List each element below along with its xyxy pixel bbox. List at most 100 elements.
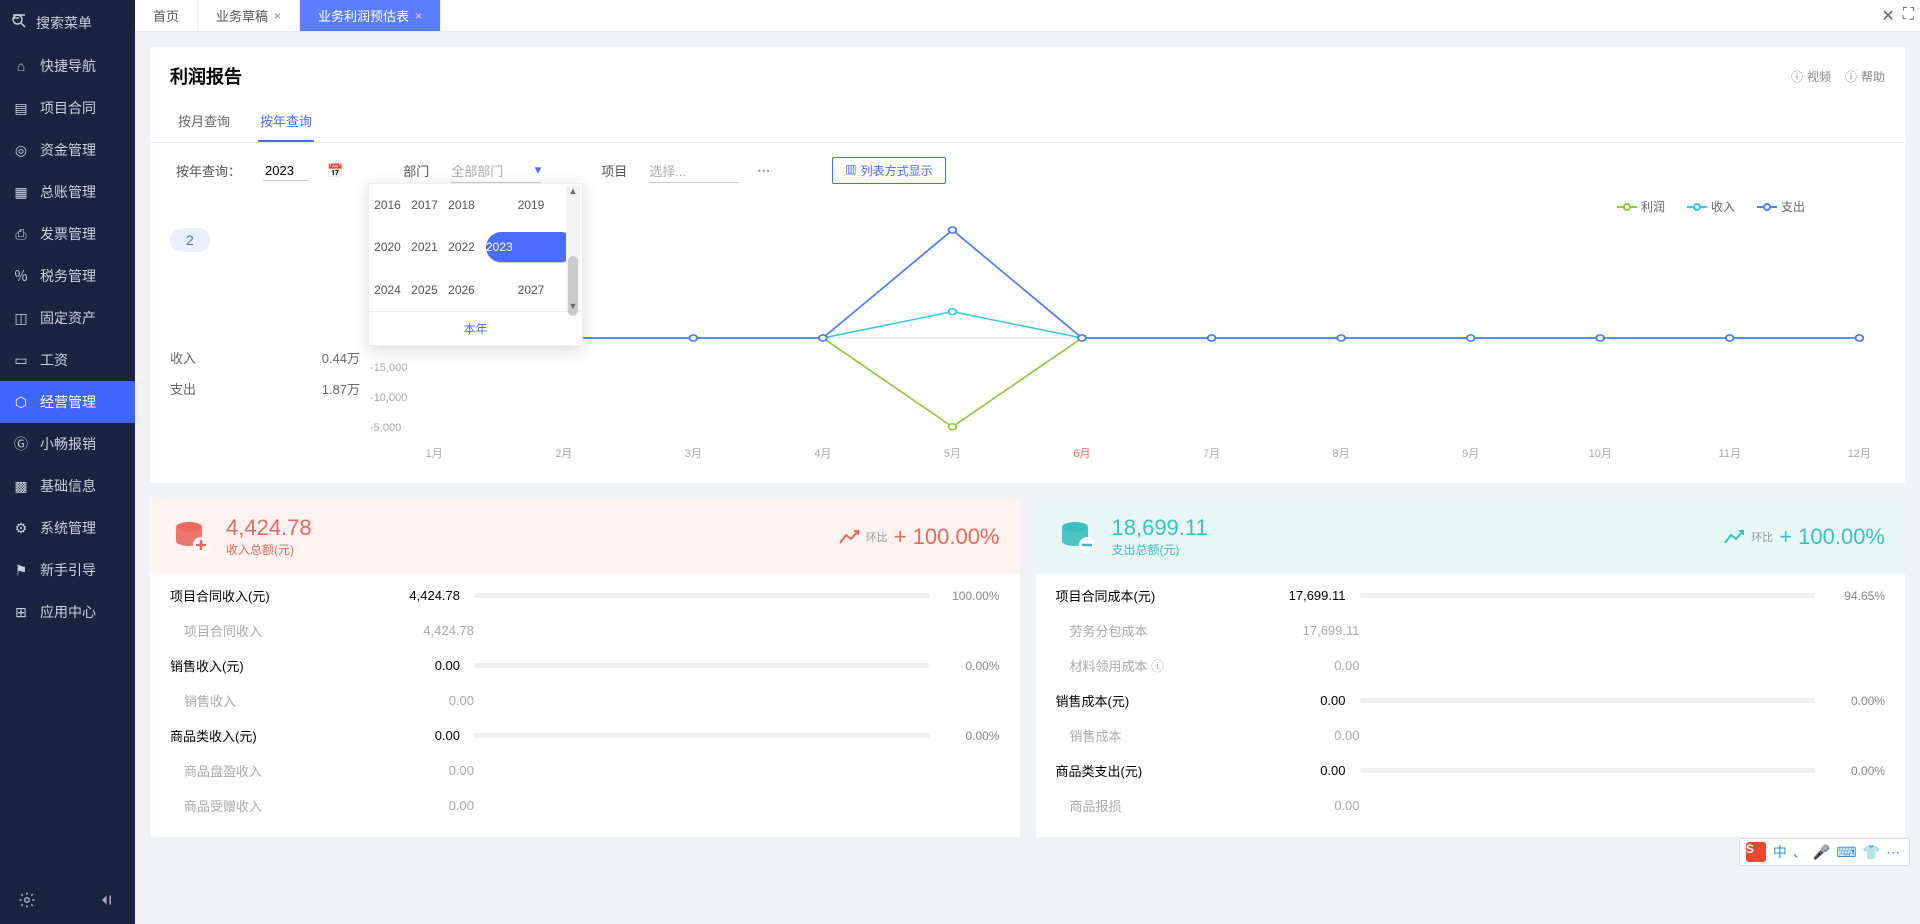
tab-close-icon[interactable]: × [274, 9, 281, 23]
sidebar-item-label: 应用中心 [40, 602, 96, 622]
ime-item[interactable]: 🎤 [1813, 844, 1830, 861]
sidebar-item-6[interactable]: ◫固定资产 [0, 297, 135, 339]
card-row-sub: 商品报损0.00 [1056, 788, 1886, 823]
card-change: + 100.00% [894, 524, 1000, 550]
year-option-2024[interactable]: 2024 [369, 269, 406, 311]
sidebar-item-9[interactable]: Ⓖ小畅报销 [0, 423, 135, 465]
x-axis-label: 12月 [1848, 445, 1871, 461]
search-menu-label: 搜索菜单 [36, 13, 92, 33]
chart-year-pill: 2 [170, 228, 210, 252]
asset-icon: ◫ [12, 309, 30, 327]
summary-card-red: 4,424.78收入总额(元)环比+ 100.00%项目合同收入(元)4,424… [150, 499, 1020, 837]
page-title: 利润报告 [170, 63, 1777, 89]
year-picker-scrollbar[interactable]: ▲▼ [566, 186, 580, 311]
x-axis-label: 6月 [1073, 445, 1090, 461]
year-option-2023[interactable]: 2023 [486, 232, 576, 263]
year-option-2026[interactable]: 2026 [443, 269, 480, 311]
card-row-sub: 项目合同收入4,424.78 [170, 613, 1000, 648]
sidebar-item-label: 经营管理 [40, 392, 96, 412]
sidebar-item-label: 税务管理 [40, 266, 96, 286]
sidebar-item-label: 新手引导 [40, 560, 96, 580]
proj-more[interactable]: ⋯ [757, 163, 772, 179]
search-menu[interactable]: 搜索菜单 [0, 0, 135, 45]
tab-1[interactable]: 业务草稿× [198, 0, 300, 31]
sidebar-item-8[interactable]: ⬡经营管理 [0, 381, 135, 423]
sidebar-item-3[interactable]: ▦总账管理 [0, 171, 135, 213]
card-row-sub: 销售收入0.00 [170, 683, 1000, 718]
sidebar-item-0[interactable]: ⌂快捷导航 [0, 45, 135, 87]
sidebar-item-12[interactable]: ⚑ 新手引导 [0, 549, 135, 591]
proj-select[interactable]: 选择... [649, 159, 739, 183]
year-option-2017[interactable]: 2017 [406, 184, 443, 226]
sidebar-item-10[interactable]: ▩基础信息 [0, 465, 135, 507]
tab-close-icon[interactable]: × [415, 9, 422, 23]
window-fullscreen-icon[interactable]: ⛶ [1903, 6, 1914, 26]
x-axis-label: 7月 [1203, 445, 1220, 461]
x-axis-label: 2月 [555, 445, 572, 461]
card-amount: 18,699.11 [1112, 515, 1208, 541]
tax-icon: ％ [12, 267, 30, 285]
card-amount: 4,424.78 [226, 515, 312, 541]
sidebar-item-7[interactable]: ▭工资 [0, 339, 135, 381]
year-picker-this-year[interactable]: 本年 [369, 311, 582, 345]
sidebar-item-label: 快捷导航 [40, 56, 96, 76]
db-icon [170, 516, 212, 558]
y-axis-label: -5,000 [370, 422, 401, 434]
card-row-sub: 销售成本0.00 [1056, 718, 1886, 753]
reimb-icon: Ⓖ [12, 435, 30, 453]
calendar-icon[interactable]: 📅 [327, 163, 343, 179]
settings-icon[interactable] [18, 891, 36, 914]
legend-item[interactable]: 支出 [1757, 198, 1805, 215]
x-axis-label: 9月 [1462, 445, 1479, 461]
tab-2[interactable]: 业务利润预估表× [300, 0, 441, 31]
legend-item[interactable]: 利润 [1617, 198, 1665, 215]
sidebar-item-2[interactable]: ◎资金管理 [0, 129, 135, 171]
x-axis-label: 11月 [1719, 445, 1741, 461]
ime-item[interactable]: ⋯ [1886, 844, 1900, 861]
sidebar-item-11[interactable]: ⚙系统管理 [0, 507, 135, 549]
card-row: 商品类收入(元)0.000.00% [170, 718, 1000, 753]
card-row: 销售成本(元)0.000.00% [1056, 683, 1886, 718]
year-input[interactable] [263, 161, 309, 181]
ime-item[interactable]: 、 [1793, 842, 1807, 862]
sidebar-item-label: 系统管理 [40, 518, 96, 538]
line-chart: 利润 收入 支出 1月2月3月4月5月6月7月8月9月10月11月12月 -15… [370, 198, 1885, 463]
subtab-year[interactable]: 按年查询 [258, 105, 314, 142]
year-option-2020[interactable]: 2020 [369, 226, 406, 269]
video-help[interactable]: ⓘ 视频 [1791, 68, 1831, 85]
sidebar-item-label: 项目合同 [40, 98, 96, 118]
subtab-month[interactable]: 按月查询 [176, 105, 232, 142]
table-mode-button[interactable]: ▥ 列表方式显示 [832, 157, 945, 184]
trend-up-icon [838, 529, 860, 545]
ime-item[interactable]: 👕 [1863, 844, 1880, 861]
flag-icon: ⚑ [12, 561, 30, 579]
ime-toolbar[interactable]: S 中、🎤⌨👕⋯ [1739, 838, 1910, 866]
sidebar-item-4[interactable]: ⎙发票管理 [0, 213, 135, 255]
dept-select[interactable]: 全部部门▾ [451, 159, 541, 183]
x-axis-label: 4月 [814, 445, 831, 461]
year-option-2022[interactable]: 2022 [443, 226, 480, 269]
sidebar-item-1[interactable]: ▤ 项目合同 [0, 87, 135, 129]
ime-item[interactable]: 中 [1773, 842, 1787, 862]
year-option-2021[interactable]: 2021 [406, 226, 443, 269]
tab-bar: 首页业务草稿×业务利润预估表× [135, 0, 1920, 32]
year-option-2016[interactable]: 2016 [369, 184, 406, 226]
file-icon: ▤ [12, 99, 30, 117]
card-row-sub: 材料领用成本 ⓘ0.00 [1056, 648, 1886, 683]
tab-0[interactable]: 首页 [135, 0, 198, 31]
sidebar-item-label: 资金管理 [40, 140, 96, 160]
year-option-2018[interactable]: 2018 [443, 184, 480, 226]
sidebar-item-label: 发票管理 [40, 224, 96, 244]
legend-item[interactable]: 收入 [1687, 198, 1735, 215]
content: 利润报告 ⓘ 视频 ⓘ 帮助 按月查询 按年查询 按年查询： 📅 部门 全部部门… [135, 32, 1920, 924]
year-option-2025[interactable]: 2025 [406, 269, 443, 311]
sidebar-item-13[interactable]: ⊞应用中心 [0, 591, 135, 633]
text-help[interactable]: ⓘ 帮助 [1845, 68, 1885, 85]
collapse-icon[interactable] [99, 891, 117, 914]
salary-icon: ▭ [12, 351, 30, 369]
y-axis-label: -15,000 [370, 362, 407, 374]
window-close-icon[interactable]: ✕ [1881, 6, 1894, 26]
sidebar-item-5[interactable]: ％ 税务管理 [0, 255, 135, 297]
ime-item[interactable]: ⌨ [1836, 844, 1856, 861]
card-row-sub: 劳务分包成本17,699.11 [1056, 613, 1886, 648]
